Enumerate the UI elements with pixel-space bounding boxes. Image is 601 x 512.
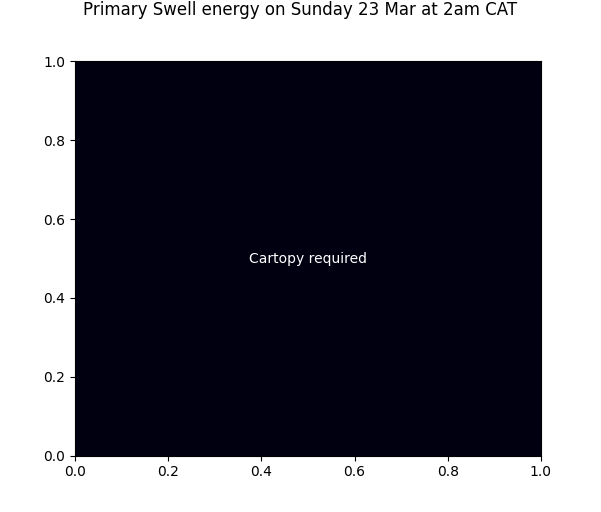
Text: Primary Swell energy on Sunday 23 Mar at 2am CAT: Primary Swell energy on Sunday 23 Mar at… [84,2,517,19]
Text: Cartopy required: Cartopy required [249,251,367,266]
